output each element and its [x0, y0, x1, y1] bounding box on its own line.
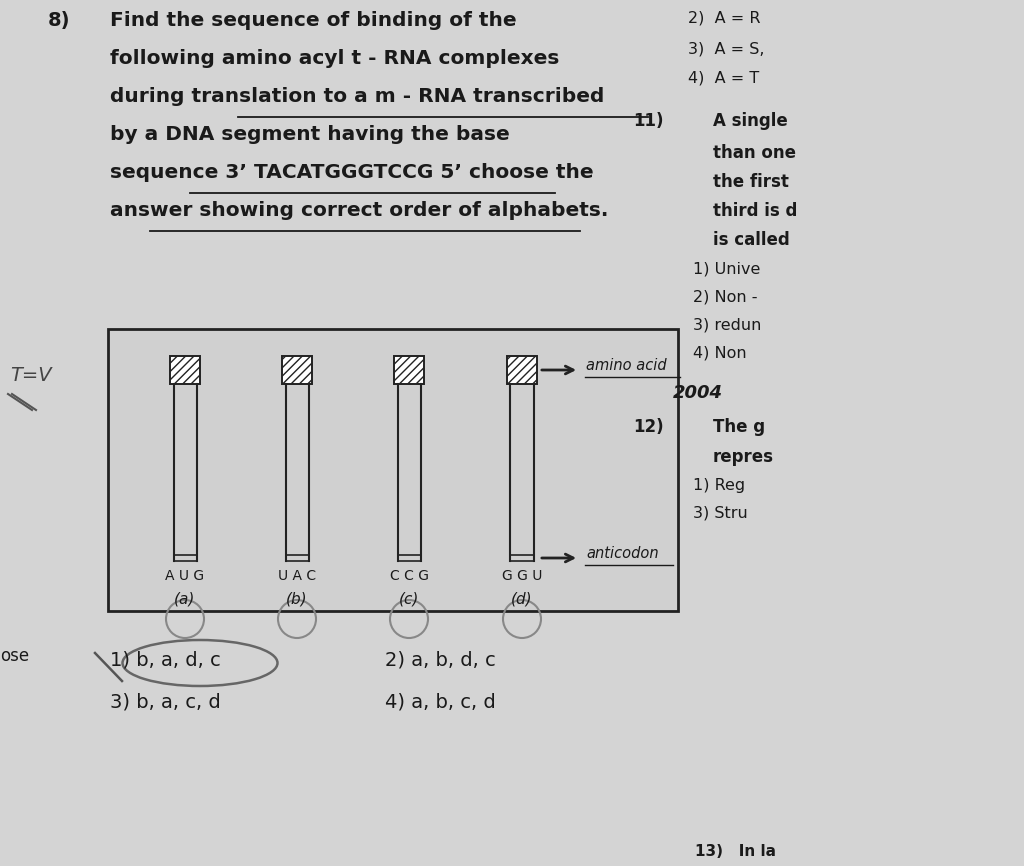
Text: 3)  A = S,: 3) A = S, — [688, 41, 765, 56]
Text: 4) Non: 4) Non — [693, 345, 746, 360]
Bar — [170, 356, 200, 384]
Text: 3) Stru: 3) Stru — [693, 506, 748, 521]
Text: 1) Reg: 1) Reg — [693, 478, 745, 493]
Text: 3) b, a, c, d: 3) b, a, c, d — [110, 693, 221, 712]
Text: 13)   In la: 13) In la — [695, 844, 776, 859]
Text: 2) a, b, d, c: 2) a, b, d, c — [385, 651, 496, 670]
Text: (d): (d) — [511, 591, 532, 606]
Text: by a DNA segment having the base: by a DNA segment having the base — [110, 125, 510, 144]
Text: is called: is called — [713, 231, 790, 249]
Text: (b): (b) — [286, 591, 308, 606]
Text: 3) redun: 3) redun — [693, 317, 762, 332]
Text: U A C: U A C — [278, 569, 316, 583]
Text: 2) Non -: 2) Non - — [693, 289, 758, 304]
Text: T=V: T=V — [10, 366, 51, 385]
Text: The g: The g — [713, 418, 765, 436]
Text: 2)  A = R: 2) A = R — [688, 11, 761, 26]
Text: A U G: A U G — [166, 569, 205, 583]
Bar — [282, 356, 312, 384]
Text: (a): (a) — [174, 591, 196, 606]
Text: G G U: G G U — [502, 569, 542, 583]
Text: repres: repres — [713, 448, 774, 466]
Text: 1) Unive: 1) Unive — [693, 261, 761, 276]
Text: 2004: 2004 — [673, 384, 723, 402]
Text: following amino acyl t - RNA complexes: following amino acyl t - RNA complexes — [110, 49, 559, 68]
Text: (c): (c) — [398, 591, 419, 606]
Text: than one: than one — [713, 144, 796, 162]
Text: third is d: third is d — [713, 202, 798, 220]
Text: 1) b, a, d, c: 1) b, a, d, c — [110, 651, 221, 670]
Text: 4) a, b, c, d: 4) a, b, c, d — [385, 693, 496, 712]
Text: sequence 3’ TACATGGGTCCG 5’ choose the: sequence 3’ TACATGGGTCCG 5’ choose the — [110, 163, 594, 182]
Text: 11): 11) — [633, 112, 664, 130]
Text: amino acid: amino acid — [586, 359, 667, 373]
Bar — [108, 329, 678, 611]
Text: anticodon: anticodon — [586, 546, 658, 561]
Text: 8): 8) — [48, 11, 71, 30]
Text: the first: the first — [713, 173, 788, 191]
Bar — [507, 356, 537, 384]
Text: 12): 12) — [633, 418, 664, 436]
Bar — [394, 356, 424, 384]
Text: Find the sequence of binding of the: Find the sequence of binding of the — [110, 11, 517, 30]
Text: answer showing correct order of alphabets.: answer showing correct order of alphabet… — [110, 201, 608, 220]
Text: C C G: C C G — [389, 569, 428, 583]
Text: 4)  A = T: 4) A = T — [688, 71, 759, 86]
Text: during translation to a m - RNA transcribed: during translation to a m - RNA transcri… — [110, 87, 604, 106]
Text: ose: ose — [0, 647, 29, 665]
Text: A single: A single — [713, 112, 787, 130]
